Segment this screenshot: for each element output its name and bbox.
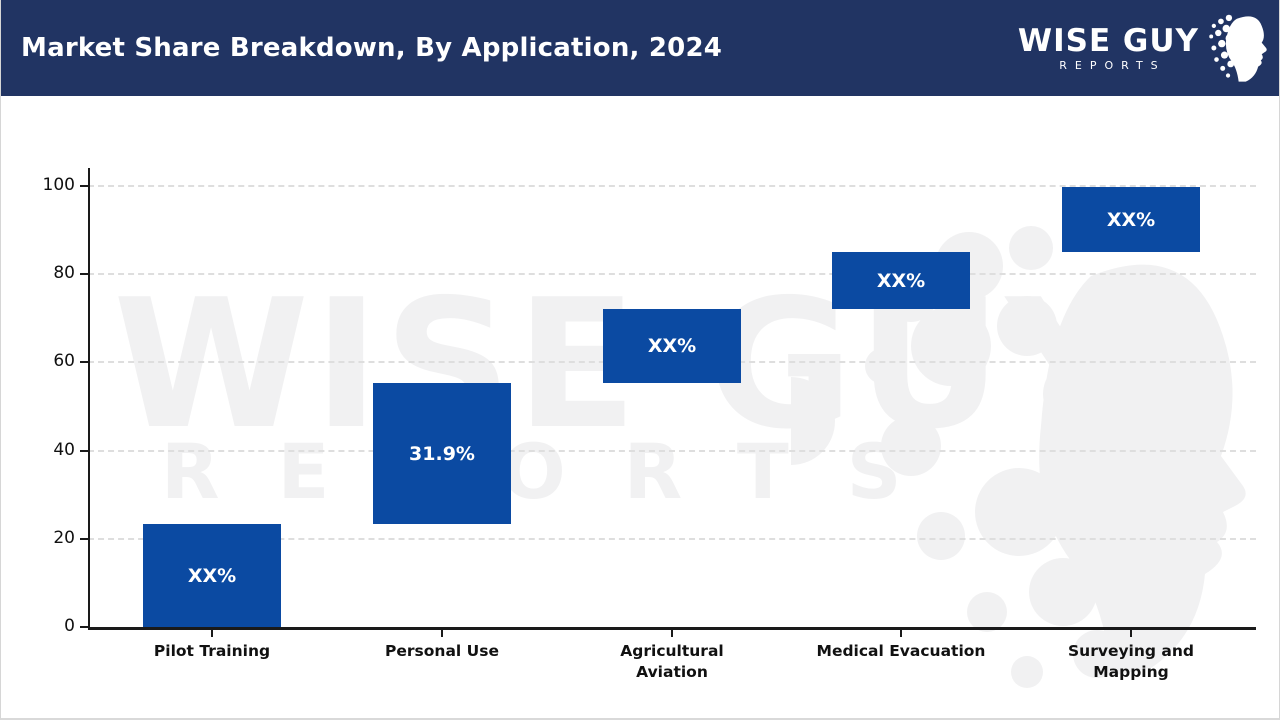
gridline-80: [88, 273, 1256, 276]
y-axis-tick-label: 60: [53, 351, 75, 372]
y-axis-tick: [80, 185, 88, 187]
bar-medical-evacuation: XX%: [832, 252, 970, 309]
header-bar: Market Share Breakdown, By Application, …: [1, 0, 1279, 96]
x-axis-tick: [900, 630, 902, 637]
y-axis-tick: [80, 361, 88, 364]
y-axis-tick: [80, 449, 88, 452]
x-axis-tick: [1130, 630, 1132, 637]
wise-guy-reports-logo: WISE GUY REPORTS: [1017, 11, 1279, 85]
x-axis-label-pilot-training: Pilot Training: [153, 642, 271, 660]
x-axis-label-surveying-and-mapping: Surveying and Mapping: [1068, 642, 1194, 681]
page-title: Market Share Breakdown, By Application, …: [21, 33, 723, 63]
gridline-40: [88, 449, 1256, 452]
y-axis-tick: [80, 537, 88, 540]
y-axis-tick-label: 80: [53, 263, 75, 284]
logo-wordmark: WISE GUY: [1017, 22, 1199, 59]
bar-value-label-agricultural-aviation: XX%: [647, 335, 697, 357]
bar-value-label-personal-use: 31.9%: [409, 442, 475, 465]
logo-subtext: REPORTS: [1059, 58, 1166, 72]
y-axis-tick-label: 0: [64, 616, 75, 636]
gridline-100: [88, 185, 1256, 187]
bar-pilot-training: XX%: [143, 524, 281, 627]
y-axis-tick: [80, 273, 88, 276]
y-axis-tick: [80, 626, 88, 628]
y-axis-tick-label: 20: [53, 527, 75, 548]
y-axis-tick-label: 40: [53, 439, 75, 460]
logo-face-icon: [1209, 14, 1267, 82]
bar-surveying-and-mapping: XX%: [1062, 187, 1200, 252]
x-axis-spine: [88, 627, 1256, 630]
logo-text: WISE GUY REPORTS: [1017, 22, 1199, 72]
x-axis-label-agricultural-aviation: Agricultural Aviation: [620, 642, 724, 681]
x-axis-tick: [211, 630, 213, 637]
x-axis-label-personal-use: Personal Use: [385, 642, 499, 660]
bar-value-label-pilot-training: XX%: [187, 564, 237, 587]
y-axis-tick-label: 100: [42, 175, 75, 195]
x-axis-label-medical-evacuation: Medical Evacuation: [816, 642, 986, 660]
x-axis-tick: [441, 630, 443, 637]
x-axis-tick: [671, 630, 673, 637]
bar-agricultural-aviation: XX%: [603, 309, 741, 383]
bar-value-label-surveying-and-mapping: XX%: [1106, 208, 1156, 231]
bar-personal-use: 31.9%: [373, 383, 511, 524]
gridline-20: [88, 537, 1256, 540]
bar-value-label-medical-evacuation: XX%: [876, 269, 926, 292]
y-axis-spine: [88, 168, 90, 630]
